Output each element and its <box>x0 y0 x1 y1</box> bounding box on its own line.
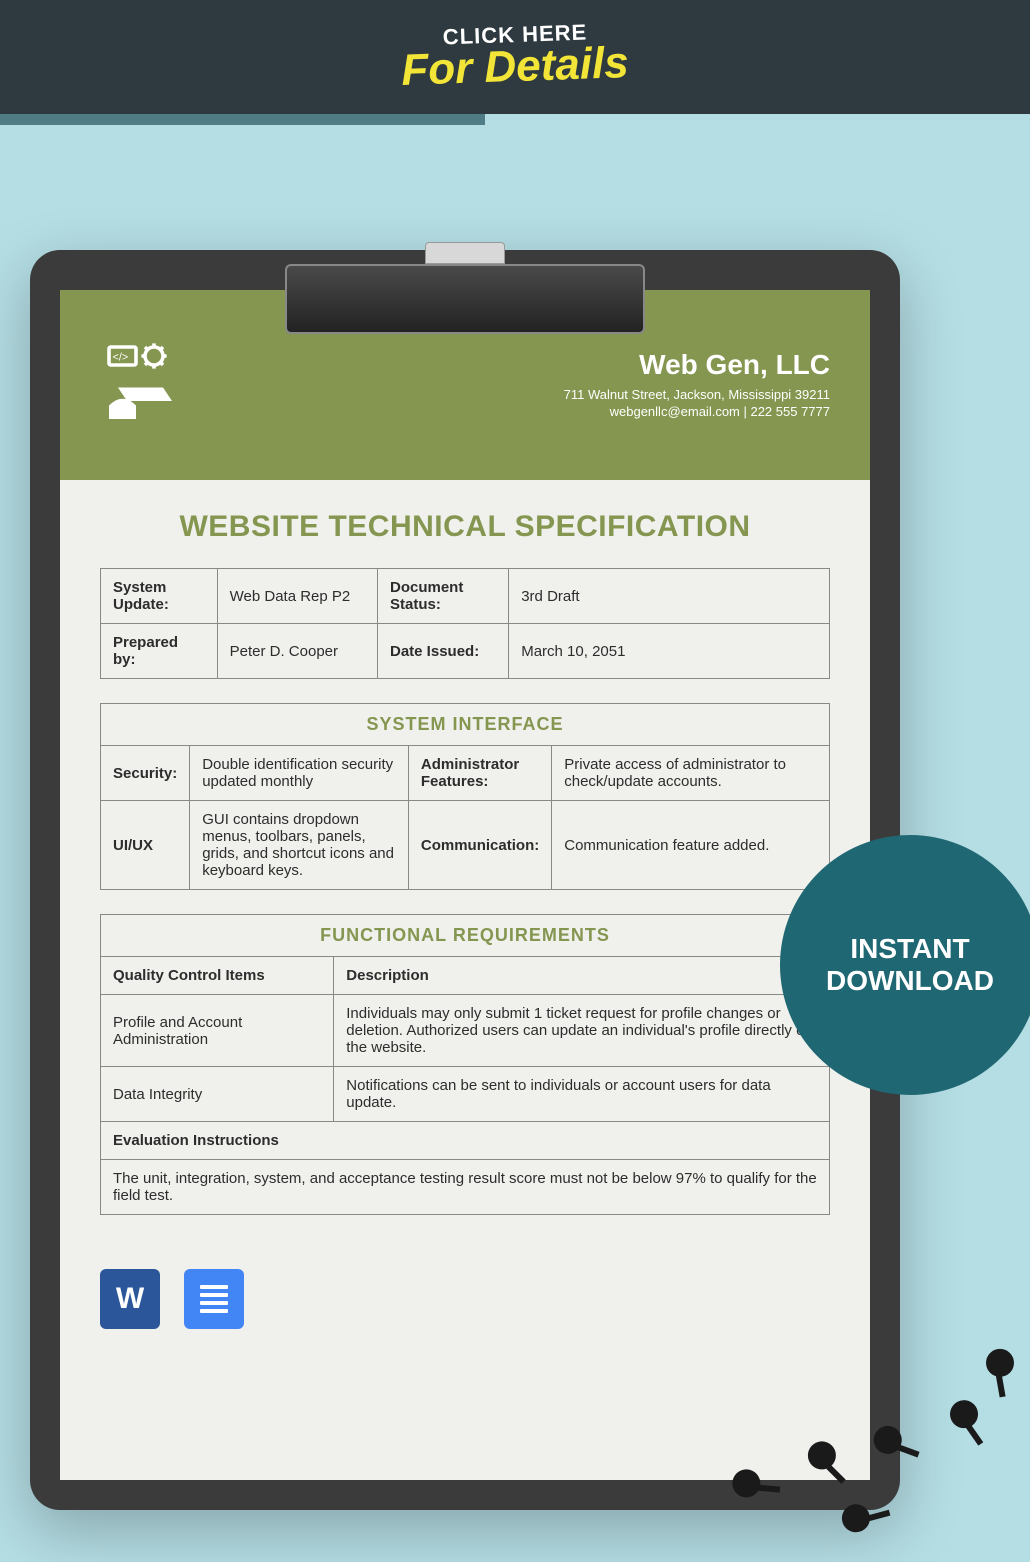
si-label: Communication: <box>408 801 551 890</box>
cta-line2: For Details <box>401 38 630 96</box>
badge-line1: INSTANT <box>850 933 969 965</box>
fr-item: Profile and Account Administration <box>101 995 334 1067</box>
fr-item: Data Integrity <box>101 1067 334 1122</box>
table-row: Data Integrity Notifications can be sent… <box>101 1067 830 1122</box>
company-contact: webgenllc@email.com | 222 555 7777 <box>564 404 830 419</box>
instant-download-badge[interactable]: INSTANT DOWNLOAD <box>780 835 1030 1095</box>
table-row: Quality Control Items Description <box>101 957 830 995</box>
meta-value: Web Data Rep P2 <box>217 569 377 624</box>
system-interface-table: SYSTEM INTERFACE Security: Double identi… <box>100 703 830 890</box>
meta-label: Date Issued: <box>378 624 509 679</box>
word-icon[interactable]: W <box>100 1269 160 1329</box>
company-info: Web Gen, LLC 711 Walnut Street, Jackson,… <box>564 349 830 421</box>
table-row: UI/UX GUI contains dropdown menus, toolb… <box>101 801 830 890</box>
si-label: Administrator Features: <box>408 746 551 801</box>
fr-desc: Notifications can be sent to individuals… <box>334 1067 830 1122</box>
section-header: FUNCTIONAL REQUIREMENTS <box>101 915 830 957</box>
si-value: Communication feature added. <box>552 801 830 890</box>
meta-value: Peter D. Cooper <box>217 624 377 679</box>
meta-label: Prepared by: <box>101 624 218 679</box>
table-row: Profile and Account Administration Indiv… <box>101 995 830 1067</box>
document-paper: </> Web Gen, LLC 711 Walnut Street, Jack… <box>60 290 870 1480</box>
fr-col2: Description <box>334 957 830 995</box>
svg-text:</>: </> <box>113 351 129 363</box>
si-label: Security: <box>101 746 190 801</box>
fr-desc: Individuals may only submit 1 ticket req… <box>334 995 830 1067</box>
fr-col1: Quality Control Items <box>101 957 334 995</box>
document-title: WEBSITE TECHNICAL SPECIFICATION <box>100 510 830 544</box>
google-docs-icon[interactable] <box>184 1269 244 1329</box>
functional-req-table: FUNCTIONAL REQUIREMENTS Quality Control … <box>100 914 830 1215</box>
clipboard-clip <box>285 242 645 332</box>
eval-text: The unit, integration, system, and accep… <box>101 1160 830 1215</box>
si-label: UI/UX <box>101 801 190 890</box>
eval-header: Evaluation Instructions <box>101 1122 830 1160</box>
si-value: Double identification security updated m… <box>190 746 409 801</box>
si-value: GUI contains dropdown menus, toolbars, p… <box>190 801 409 890</box>
document-body: WEBSITE TECHNICAL SPECIFICATION System U… <box>60 480 870 1269</box>
company-address: 711 Walnut Street, Jackson, Mississippi … <box>564 387 830 402</box>
meta-value: 3rd Draft <box>509 569 830 624</box>
table-row: Security: Double identification security… <box>101 746 830 801</box>
pushpin-decoration <box>710 1337 1030 1557</box>
table-row: Prepared by: Peter D. Cooper Date Issued… <box>101 624 830 679</box>
company-name: Web Gen, LLC <box>564 349 830 381</box>
clipboard: </> Web Gen, LLC 711 Walnut Street, Jack… <box>30 250 900 1510</box>
badge-line2: DOWNLOAD <box>826 965 994 997</box>
company-logo-icon: </> <box>100 338 190 433</box>
meta-label: System Update: <box>101 569 218 624</box>
file-format-icons: W <box>60 1269 870 1329</box>
cta-banner[interactable]: CLICK HERE For Details <box>401 22 628 92</box>
si-value: Private access of administrator to check… <box>552 746 830 801</box>
meta-value: March 10, 2051 <box>509 624 830 679</box>
meta-table: System Update: Web Data Rep P2 Document … <box>100 568 830 679</box>
section-header: SYSTEM INTERFACE <box>101 704 830 746</box>
meta-label: Document Status: <box>378 569 509 624</box>
table-row: System Update: Web Data Rep P2 Document … <box>101 569 830 624</box>
